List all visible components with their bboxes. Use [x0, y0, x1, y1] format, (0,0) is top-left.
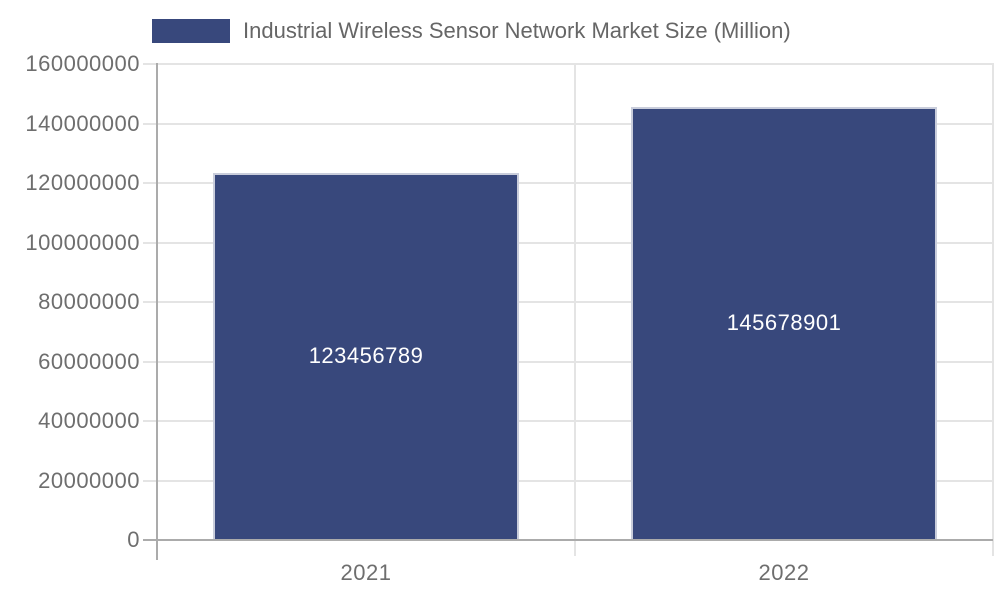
plot-border-right: [992, 63, 994, 556]
gridline: [143, 122, 993, 125]
y-tick-label: 120000000: [25, 170, 140, 195]
y-tick-label: 140000000: [25, 110, 140, 136]
y-tick-label: 40000000: [38, 408, 140, 433]
legend-label: Industrial Wireless Sensor Network Marke…: [243, 18, 791, 43]
y-tick-label: 20000000: [38, 467, 140, 493]
bar-value-label-2022: 145678901: [726, 310, 842, 336]
vertical-gridline: [574, 63, 576, 556]
legend[interactable]: Industrial Wireless Sensor Network Marke…: [152, 18, 791, 44]
gridline: [143, 241, 993, 244]
y-tick-label: 0: [127, 527, 140, 552]
gridline: [143, 360, 993, 363]
y-axis-line: [156, 63, 158, 560]
legend-swatch: [152, 19, 230, 43]
y-tick-label: 60000000: [38, 348, 140, 374]
gridline: [143, 420, 993, 422]
x-axis-line: [143, 539, 993, 541]
gridline: [143, 63, 993, 65]
y-tick-label: 160000000: [25, 51, 140, 76]
bar-value-label-2021: 123456789: [308, 343, 424, 369]
x-tick-label-2021: 2021: [340, 560, 392, 585]
gridline: [143, 479, 993, 482]
gridline: [143, 182, 993, 184]
y-tick-label: 80000000: [38, 289, 140, 314]
bar-2022[interactable]: [631, 106, 937, 540]
gridline: [143, 301, 993, 303]
x-tick-label-2022: 2022: [758, 560, 810, 585]
bar-2021[interactable]: [213, 172, 519, 540]
y-tick-label: 100000000: [25, 229, 140, 255]
